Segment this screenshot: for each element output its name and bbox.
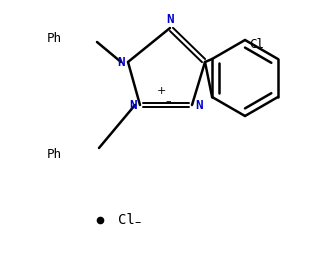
Text: N: N (117, 55, 125, 68)
Text: Ph: Ph (47, 147, 62, 161)
Text: –: – (134, 217, 140, 229)
Text: N: N (166, 13, 174, 26)
Text: N: N (130, 98, 137, 112)
Text: Cl: Cl (118, 213, 135, 227)
Text: N: N (195, 98, 203, 112)
Text: Ph: Ph (47, 32, 62, 45)
Text: –: – (165, 96, 171, 106)
Text: Cl: Cl (249, 38, 264, 51)
Text: +: + (157, 86, 166, 96)
